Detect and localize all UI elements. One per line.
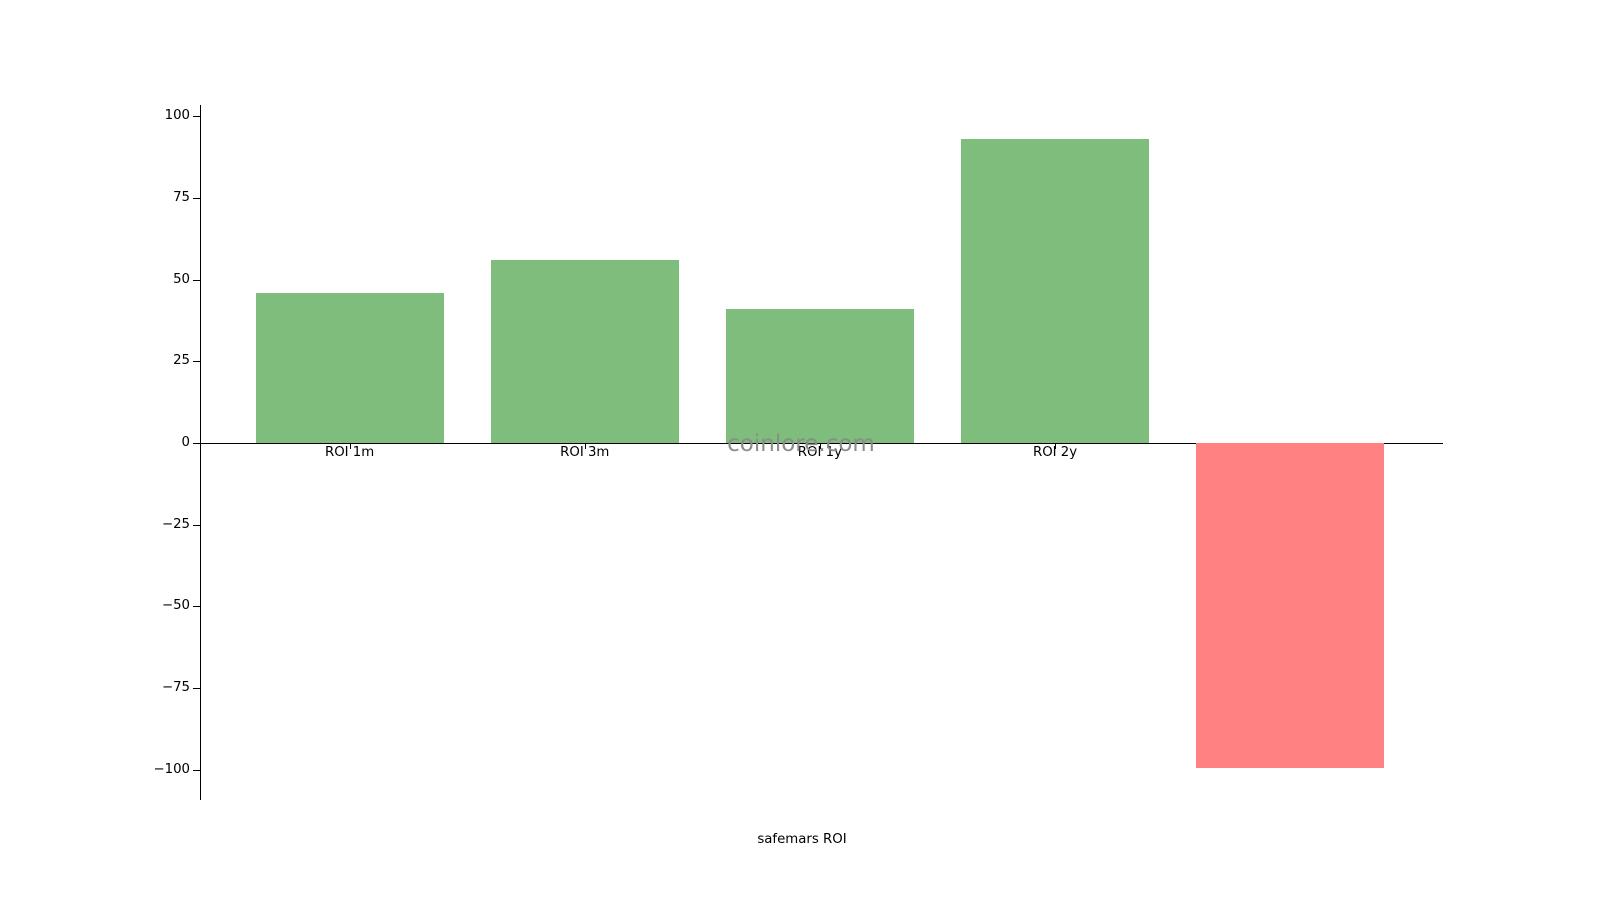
y-tick-label: −75 bbox=[161, 680, 190, 696]
y-tick-mark bbox=[193, 361, 200, 363]
bar-roi-1m bbox=[255, 292, 444, 444]
x-tick-mark bbox=[819, 444, 821, 450]
watermark: coinlore.com bbox=[727, 431, 875, 457]
x-axis-line bbox=[200, 443, 1443, 445]
y-tick-label: 50 bbox=[173, 271, 190, 287]
y-tick-label: 75 bbox=[173, 189, 190, 205]
x-tick-label: ROI 1m bbox=[324, 445, 375, 461]
y-tick-mark bbox=[193, 279, 200, 281]
bar-roi-1y bbox=[725, 308, 914, 443]
y-tick-label: −25 bbox=[161, 516, 190, 532]
y-tick-label: 25 bbox=[173, 353, 190, 369]
x-tick-label: ROI 2y bbox=[1032, 445, 1078, 461]
y-tick-label: 100 bbox=[164, 108, 190, 124]
x-tick-mark bbox=[1055, 444, 1057, 450]
bar-roi-3m bbox=[490, 259, 679, 443]
bar-roi-2y bbox=[961, 138, 1150, 443]
y-tick-mark bbox=[193, 769, 200, 771]
x-tick-mark bbox=[584, 444, 586, 450]
y-axis-line bbox=[200, 105, 201, 800]
x-tick-label: ROI 1y bbox=[797, 445, 842, 461]
y-tick-label: −50 bbox=[161, 598, 190, 614]
y-tick-mark bbox=[193, 606, 200, 608]
x-tick-label: ROI 3m bbox=[560, 445, 610, 461]
y-tick-mark bbox=[193, 688, 200, 690]
y-tick-mark bbox=[193, 116, 200, 118]
y-tick-mark bbox=[193, 197, 200, 199]
y-tick-label: −100 bbox=[153, 761, 190, 777]
bar-unlabeled bbox=[1196, 443, 1385, 769]
x-axis-title: safemars ROI bbox=[757, 832, 847, 847]
x-tick-mark bbox=[349, 444, 351, 450]
y-tick-mark bbox=[193, 443, 200, 445]
y-tick-label: 0 bbox=[181, 435, 190, 451]
y-tick-mark bbox=[193, 524, 200, 526]
